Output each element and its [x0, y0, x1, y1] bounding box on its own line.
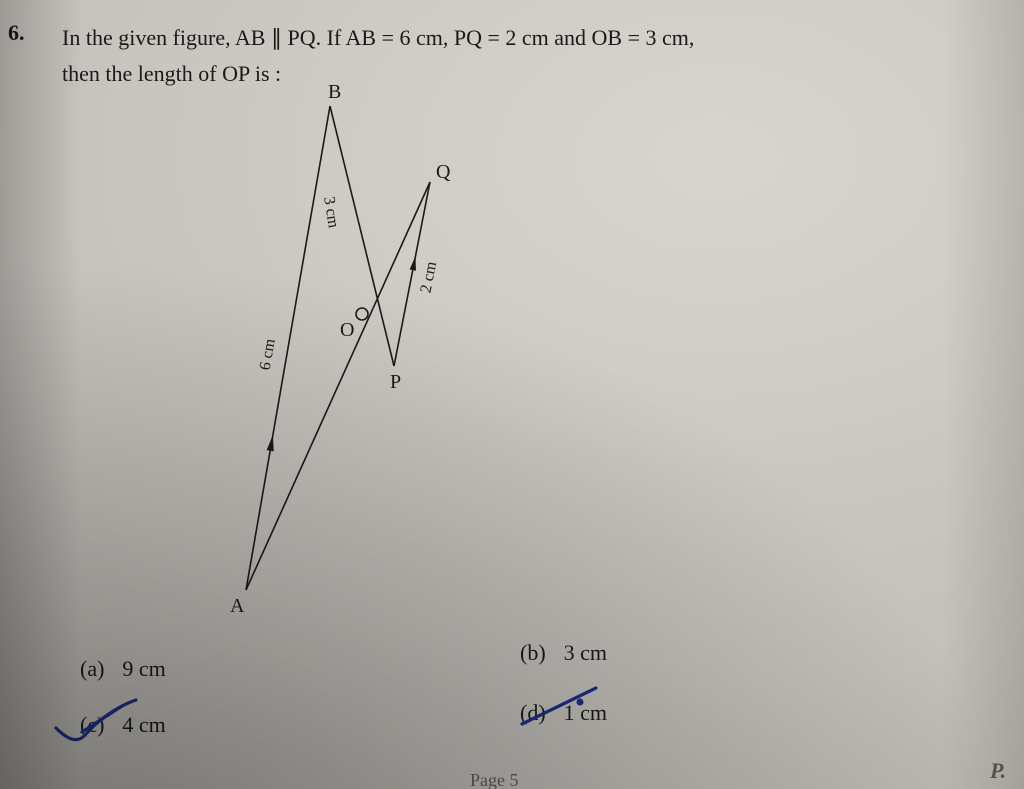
footer-page-number: Page 5	[470, 770, 519, 789]
footer-right-text: P.	[990, 758, 1006, 784]
pen-annotations	[0, 0, 1024, 789]
